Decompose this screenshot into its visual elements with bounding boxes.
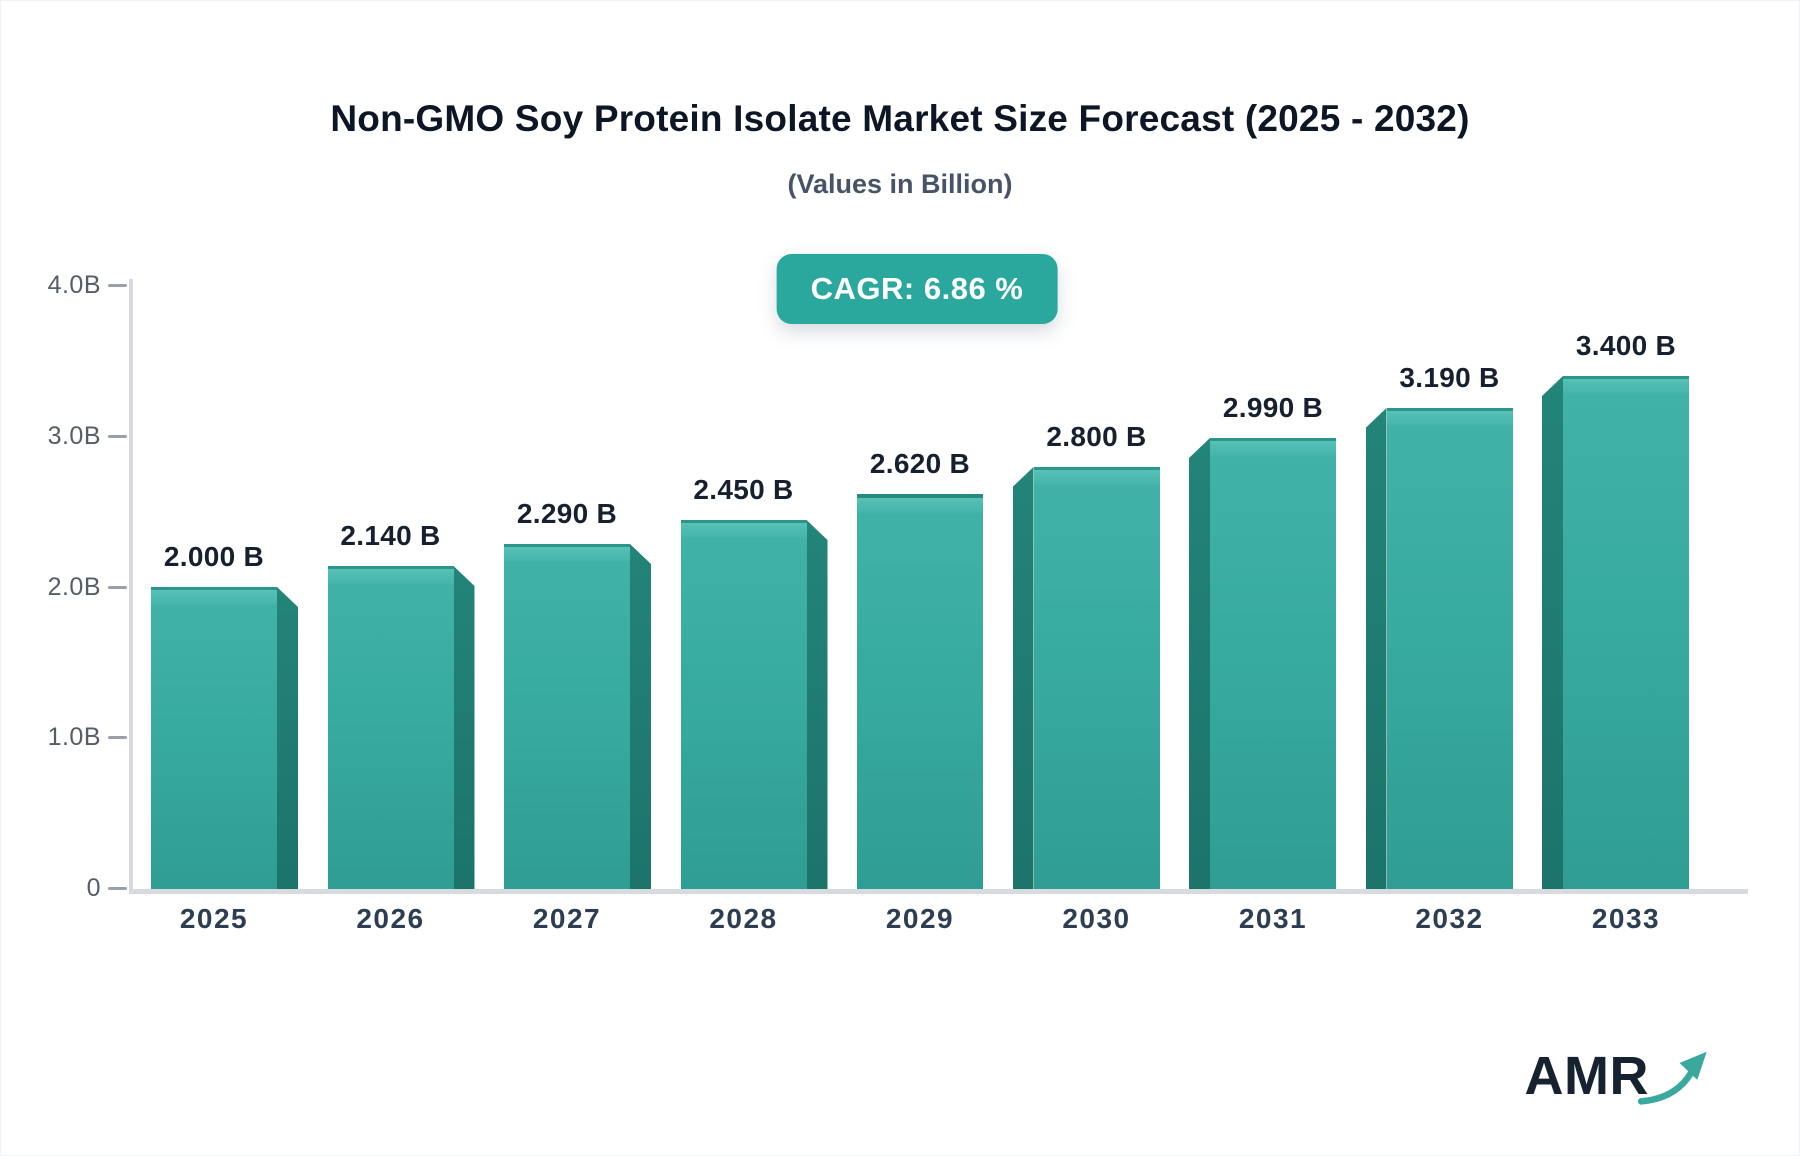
bar-top-face <box>680 523 807 538</box>
bar <box>1012 467 1160 889</box>
bar <box>680 520 828 889</box>
bar-top-face <box>857 498 983 513</box>
bar-value-label: 2.000 B <box>163 541 265 572</box>
bar-face <box>504 544 630 889</box>
bar-3d-side <box>1189 438 1210 889</box>
bar <box>327 566 475 889</box>
y-axis-tick-mark <box>108 887 127 890</box>
bar-top-face <box>1210 441 1336 456</box>
y-axis-tick-mark <box>108 736 127 740</box>
growth-arrow-icon <box>1637 1051 1707 1105</box>
bar-face <box>1563 376 1689 889</box>
bar-value-label: 2.140 B <box>340 520 441 551</box>
bar-value-label: 2.620 B <box>869 448 971 479</box>
x-axis-label: 2031 <box>1238 903 1308 934</box>
y-axis-tick-mark <box>108 284 127 287</box>
bar-top-face <box>504 547 630 562</box>
x-axis-label: 2026 <box>356 903 425 934</box>
y-axis-tick-mark <box>108 434 127 438</box>
y-axis-line <box>129 279 133 894</box>
y-axis-tick-label: 4.0B <box>47 271 101 299</box>
y-axis-tick-mark <box>108 585 127 589</box>
bar-face <box>151 587 277 889</box>
bar <box>1542 376 1689 889</box>
bar-face <box>1386 408 1513 889</box>
bar-face <box>857 494 983 889</box>
bar <box>151 587 298 889</box>
x-axis-label: 2027 <box>532 903 602 934</box>
x-axis-label: 2032 <box>1415 903 1484 934</box>
bar-3d-side <box>630 544 651 889</box>
amr-logo-text: AMR <box>1524 1046 1649 1106</box>
chart-title: Non-GMO Soy Protein Isolate Market Size … <box>330 98 1470 139</box>
bar-value-label: 2.290 B <box>516 498 618 529</box>
bar-top-face <box>327 569 454 584</box>
bar-face <box>327 566 454 889</box>
y-axis-tick-label: 2.0B <box>47 572 101 601</box>
y-axis-tick-label: 1.0B <box>47 723 101 752</box>
bar-3d-side <box>277 587 298 889</box>
bar <box>857 494 983 889</box>
bar-3d-side <box>806 520 828 889</box>
x-axis-label: 2025 <box>179 903 249 934</box>
bar-3d-side <box>1012 467 1034 889</box>
bar-3d-side <box>1365 408 1387 889</box>
y-axis-tick-label: 3.0B <box>47 421 101 450</box>
bar <box>1189 438 1336 889</box>
bar-value-label: 3.400 B <box>1575 330 1677 361</box>
bar-face <box>1210 438 1336 889</box>
x-axis-line <box>129 889 1748 894</box>
bar <box>504 544 651 889</box>
bar-top-face <box>1033 470 1160 485</box>
x-axis-label: 2030 <box>1062 903 1131 934</box>
y-axis-tick-label: 0 <box>86 874 101 902</box>
bar-face <box>680 520 807 889</box>
bar-value-label: 2.450 B <box>693 474 794 505</box>
x-axis-label: 2033 <box>1591 903 1661 934</box>
bar-top-face <box>151 590 277 605</box>
x-axis-label: 2029 <box>885 903 955 934</box>
bar-3d-side <box>1542 376 1563 889</box>
chart-subtitle: (Values in Billion) <box>787 169 1013 199</box>
x-axis-label: 2028 <box>709 903 778 934</box>
bar-top-face <box>1386 411 1513 426</box>
cagr-badge: CAGR: 6.86 % <box>776 254 1058 324</box>
bar-top-face <box>1563 379 1689 394</box>
bar-value-label: 3.190 B <box>1399 362 1500 393</box>
cagr-badge-label: CAGR: 6.86 % <box>810 271 1024 306</box>
bar-value-label: 2.990 B <box>1222 392 1324 423</box>
bar <box>1365 408 1513 889</box>
amr-logo: AMR <box>1524 1046 1709 1106</box>
bar-3d-side <box>453 566 475 889</box>
bar-value-label: 2.800 B <box>1046 421 1147 452</box>
bar-face <box>1033 467 1160 889</box>
